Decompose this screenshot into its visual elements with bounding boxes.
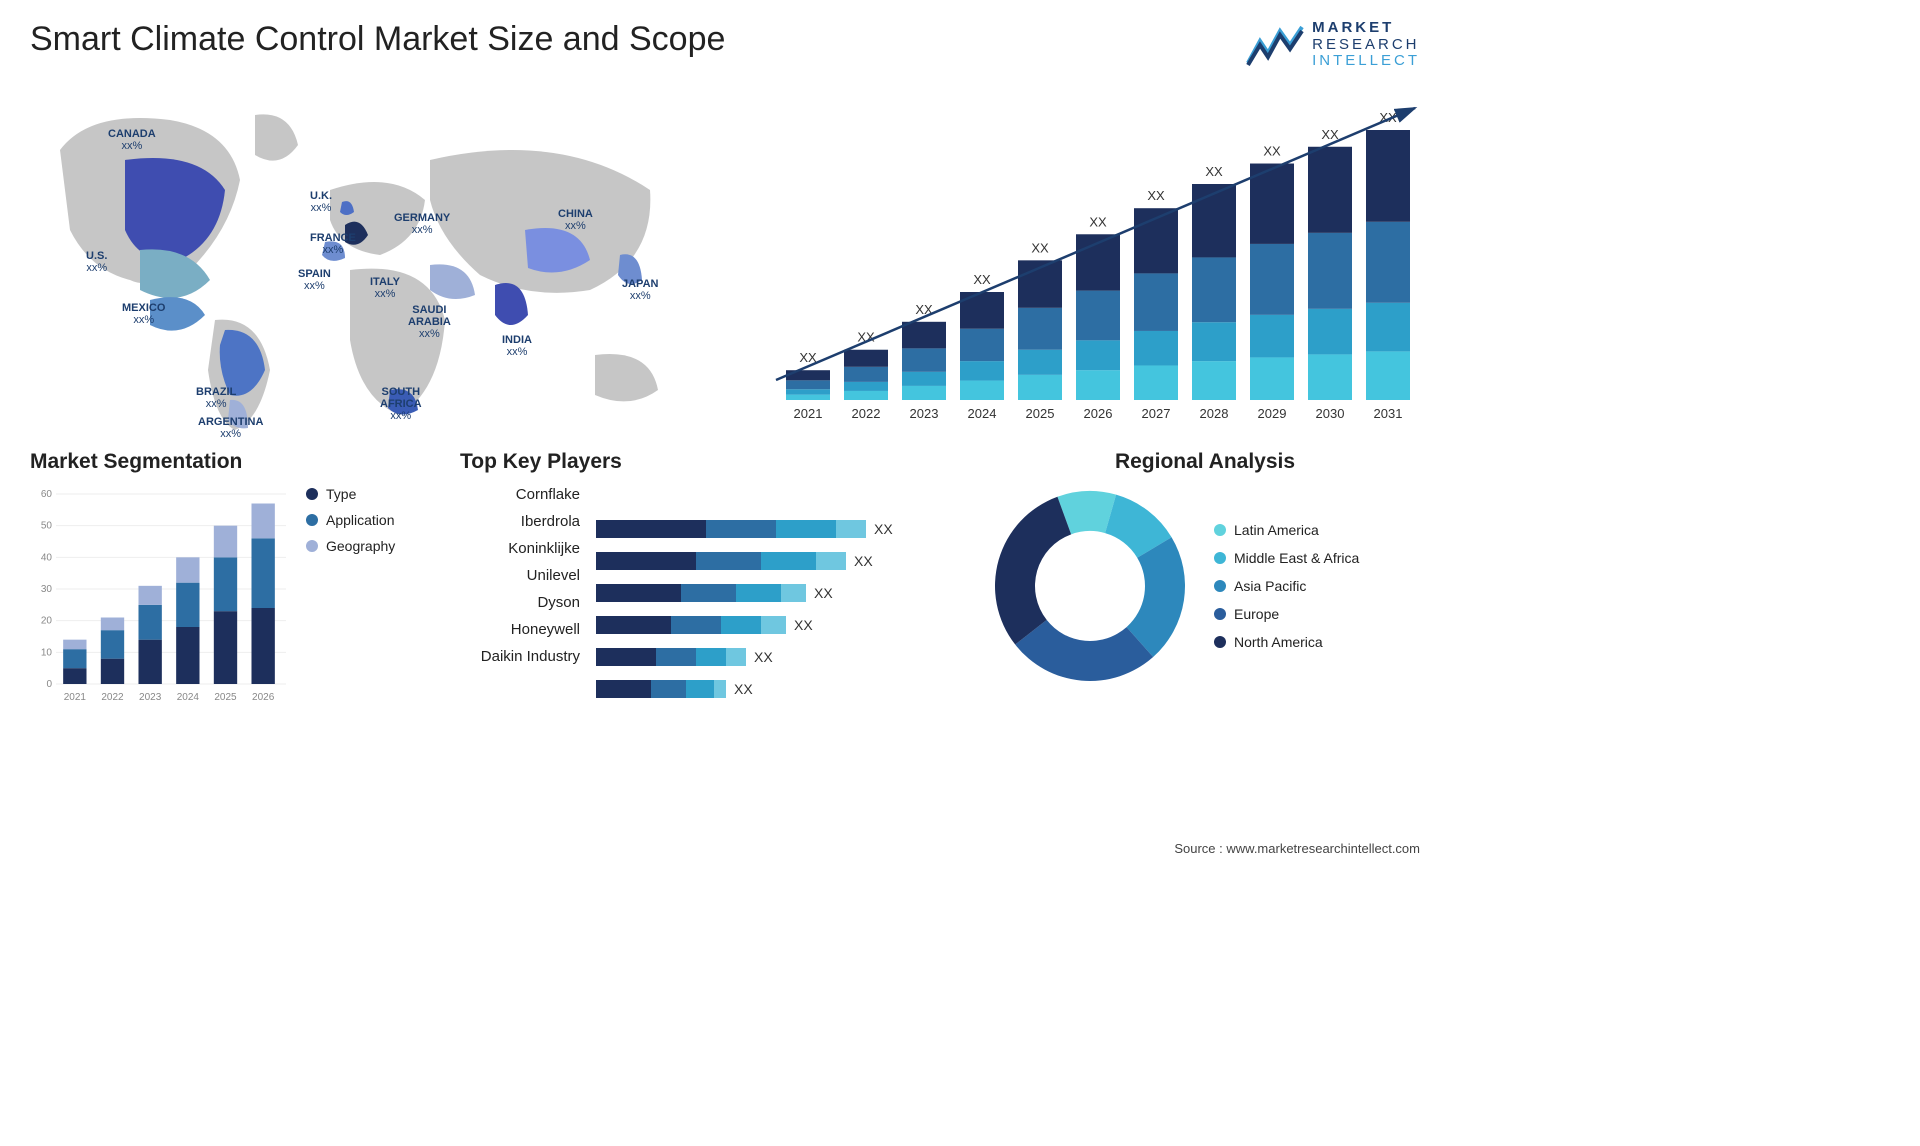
country-label: GERMANYxx% [394,212,450,236]
legend-item: Middle East & Africa [1214,550,1359,566]
country-label: U.S.xx% [86,250,107,274]
svg-text:60: 60 [41,489,53,500]
player-bar-row: XX [596,646,960,668]
segmentation-chart: 0 10 20 30 40 50 60 2021 2022 2023 2024 2025 2026 [30,486,290,706]
country-label: U.K.xx% [310,190,332,214]
player-bar-row: XX [596,518,960,540]
brand-logo: MARKET RESEARCH INTELLECT [1246,20,1420,70]
svg-text:XX: XX [1321,126,1339,141]
player-name: Daikin Industry [460,648,580,665]
player-name: Cornflake [460,486,580,503]
svg-text:XX: XX [1089,214,1107,229]
country-label: SPAINxx% [298,268,331,292]
svg-text:XX: XX [1263,143,1281,158]
svg-text:2025: 2025 [1026,406,1055,421]
bottom-row: Market Segmentation 0 10 20 30 40 50 60 2021 202… [30,450,1420,706]
country-label: CANADAxx% [108,128,156,152]
segmentation-title: Market Segmentation [30,450,430,474]
logo-line-2: RESEARCH [1312,37,1420,54]
regional-panel: Regional Analysis Latin America Middle Ea… [990,450,1420,706]
legend-item: Type [306,486,395,502]
player-name: Iberdrola [460,513,580,530]
country-label: BRAZILxx% [196,386,236,410]
player-name: Honeywell [460,621,580,638]
source-citation: Source : www.marketresearchintellect.com [1174,841,1420,856]
svg-text:2024: 2024 [177,692,200,703]
svg-text:2025: 2025 [214,692,237,703]
player-name: Unilevel [460,567,580,584]
svg-text:2029: 2029 [1258,406,1287,421]
legend-item: Geography [306,538,395,554]
svg-text:XX: XX [1147,188,1165,203]
player-name: Koninklijke [460,540,580,557]
country-label: SOUTHAFRICAxx% [380,386,422,422]
segmentation-legend: Type Application Geography [306,486,395,554]
legend-item: Asia Pacific [1214,578,1359,594]
svg-text:XX: XX [1031,240,1049,255]
svg-text:2022: 2022 [101,692,124,703]
players-bars: XX XX XX XX XX XX [596,486,960,700]
header: Smart Climate Control Market Size and Sc… [30,20,1420,70]
svg-text:2028: 2028 [1200,406,1229,421]
svg-text:2023: 2023 [910,406,939,421]
segmentation-panel: Market Segmentation 0 10 20 30 40 50 60 2021 202… [30,450,430,706]
legend-item: Latin America [1214,522,1359,538]
logo-line-1: MARKET [1312,20,1420,37]
svg-text:XX: XX [1205,164,1223,179]
svg-text:40: 40 [41,552,53,563]
svg-text:30: 30 [41,584,53,595]
market-size-bar-chart: XX 2021 XX 2022 XX 2023 XX 2024 XX 2025 XX 2026 XX 20… [720,90,1420,430]
legend-item: North America [1214,634,1359,650]
player-bar-row: XX [596,614,960,636]
svg-text:2021: 2021 [64,692,87,703]
svg-text:2027: 2027 [1142,406,1171,421]
top-row: CANADAxx%U.S.xx%MEXICOxx%BRAZILxx%ARGENT… [30,90,1420,430]
player-bar-row: XX [596,678,960,700]
logo-icon [1246,23,1304,67]
country-label: ARGENTINAxx% [198,416,263,440]
logo-line-3: INTELLECT [1312,53,1420,70]
svg-text:2023: 2023 [139,692,162,703]
regional-donut [990,486,1190,686]
legend-item: Application [306,512,395,528]
svg-text:2026: 2026 [252,692,275,703]
player-bar-row: XX [596,550,960,572]
svg-text:XX: XX [973,272,991,287]
player-bar-row: XX [596,582,960,604]
country-label: FRANCExx% [310,232,356,256]
page-title: Smart Climate Control Market Size and Sc… [30,20,725,59]
svg-text:20: 20 [41,615,53,626]
player-name: Dyson [460,594,580,611]
country-label: CHINAxx% [558,208,593,232]
svg-text:2030: 2030 [1316,406,1345,421]
svg-text:2031: 2031 [1374,406,1403,421]
players-title: Top Key Players [460,450,960,474]
svg-text:2024: 2024 [968,406,997,421]
country-label: ITALYxx% [370,276,400,300]
svg-text:50: 50 [41,520,53,531]
svg-text:0: 0 [46,679,52,690]
svg-text:2022: 2022 [852,406,881,421]
regional-title: Regional Analysis [990,450,1420,474]
country-label: INDIAxx% [502,334,532,358]
players-panel: Top Key Players Cornflake Iberdrola Konink… [460,450,960,706]
regional-legend: Latin America Middle East & Africa Asia Pa… [1214,522,1359,650]
svg-text:10: 10 [41,647,53,658]
donut-svg [990,486,1190,686]
country-label: JAPANxx% [622,278,658,302]
country-label: MEXICOxx% [122,302,165,326]
players-list: Cornflake Iberdrola Koninklijke Unilevel Dys… [460,486,580,700]
bar-chart-svg: XX 2021 XX 2022 XX 2023 XX 2024 XX 2025 XX 2026 XX 20… [720,90,1420,430]
svg-text:2021: 2021 [794,406,823,421]
world-map: CANADAxx%U.S.xx%MEXICOxx%BRAZILxx%ARGENT… [30,90,690,430]
svg-text:2026: 2026 [1084,406,1113,421]
country-label: SAUDIARABIAxx% [408,304,451,340]
legend-item: Europe [1214,606,1359,622]
